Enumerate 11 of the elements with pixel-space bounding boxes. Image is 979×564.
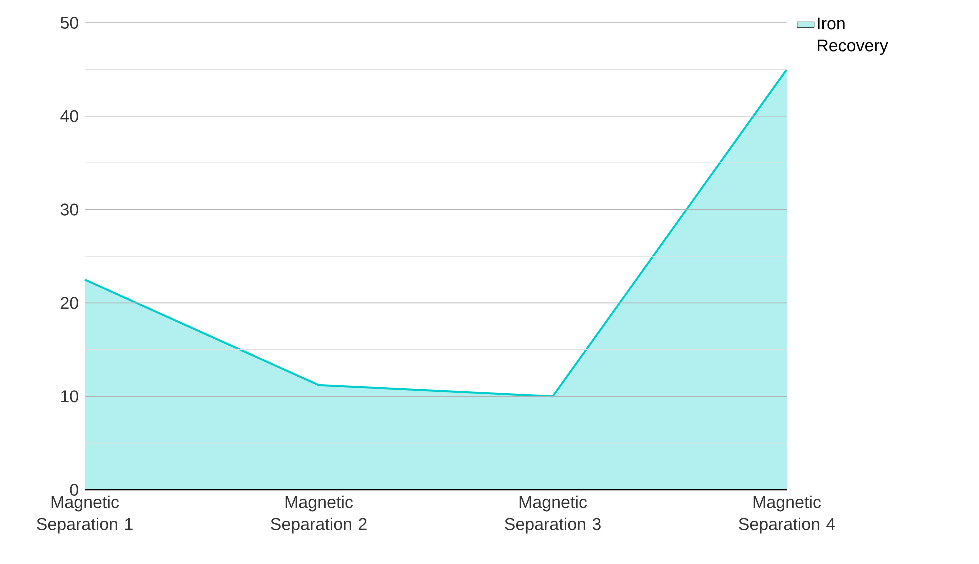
x-tick-label: Magnetic Separation 4 <box>739 496 836 534</box>
y-tick-label: 10 <box>62 390 78 403</box>
x-tick-label: Magnetic Separation 3 <box>505 496 601 534</box>
x-tick-label: Magnetic Separation 2 <box>271 496 367 534</box>
x-tick-label: Magnetic Separation 1 <box>37 496 133 534</box>
y-tick-label: 40 <box>60 110 78 122</box>
y-tick-label: 0 <box>70 484 78 496</box>
y-tick-label: 50 <box>60 16 78 30</box>
y-tick-label: 20 <box>61 297 78 310</box>
y-tick-label: 30 <box>60 204 78 216</box>
legend-label: Iron Recovery <box>818 18 888 56</box>
